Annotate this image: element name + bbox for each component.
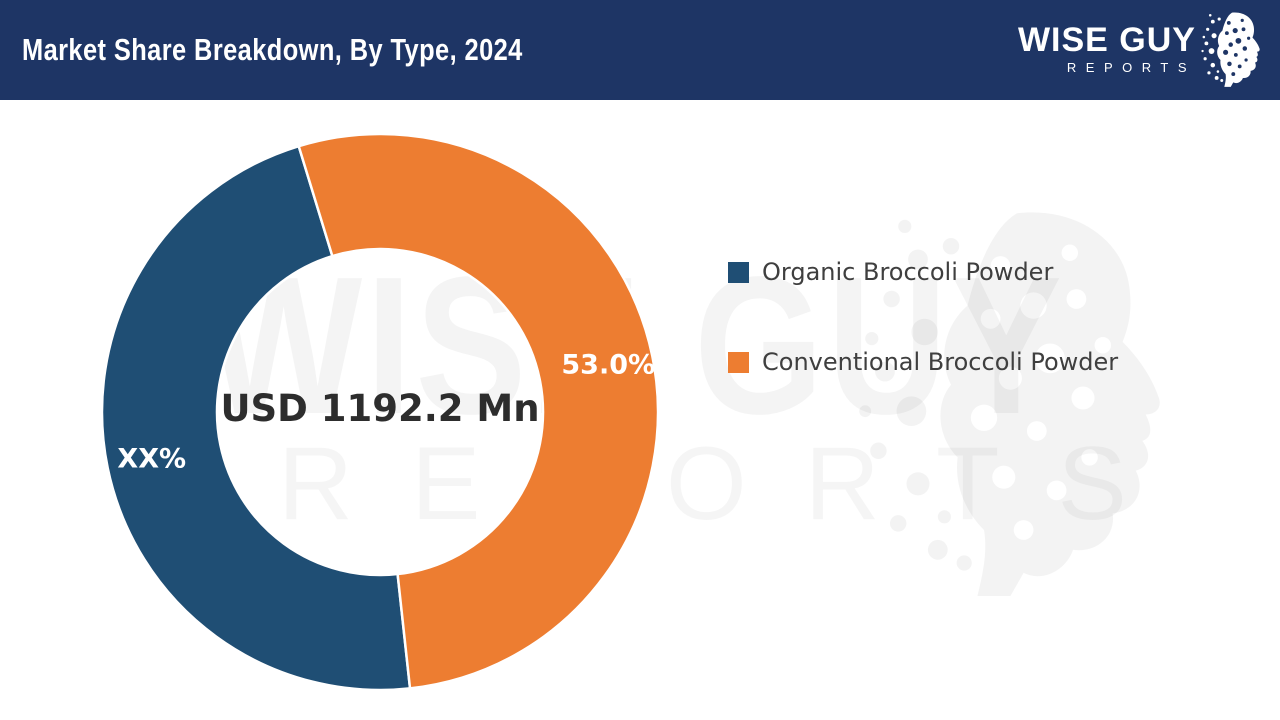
legend-marker-organic — [728, 261, 749, 283]
pie-slice-1 — [297, 132, 660, 690]
legend-label-conventional: Conventional Broccoli Powder — [762, 348, 1119, 376]
page-title: Market Share Breakdown, By Type, 2024 — [22, 32, 523, 67]
wise-guy-logo-text: WISE GUY REPORTS — [1018, 22, 1196, 75]
slice-data-label-1: 53.0% — [561, 350, 655, 381]
pie-slice-0 — [100, 144, 412, 692]
legend-item-organic: Organic Broccoli Powder — [728, 258, 1118, 286]
slice-data-label-0: XX% — [117, 443, 186, 474]
chart-legend: Organic Broccoli Powder Conventional Bro… — [728, 258, 1118, 376]
donut-chart: XX% 53.0% — [100, 132, 660, 692]
wise-guy-logo: WISE GUY REPORTS — [1018, 10, 1264, 87]
logo-subtitle: REPORTS — [1066, 60, 1196, 75]
legend-label-organic: Organic Broccoli Powder — [762, 258, 1054, 286]
chart-center-value: USD 1192.2 Mn — [220, 387, 540, 430]
legend-item-conventional: Conventional Broccoli Powder — [728, 348, 1118, 376]
legend-marker-conventional — [728, 351, 749, 373]
logo-wordmark: WISE GUY — [1017, 21, 1196, 59]
wise-guy-face-icon — [1201, 12, 1260, 87]
header-bar: Market Share Breakdown, By Type, 2024 WI… — [0, 0, 1280, 100]
